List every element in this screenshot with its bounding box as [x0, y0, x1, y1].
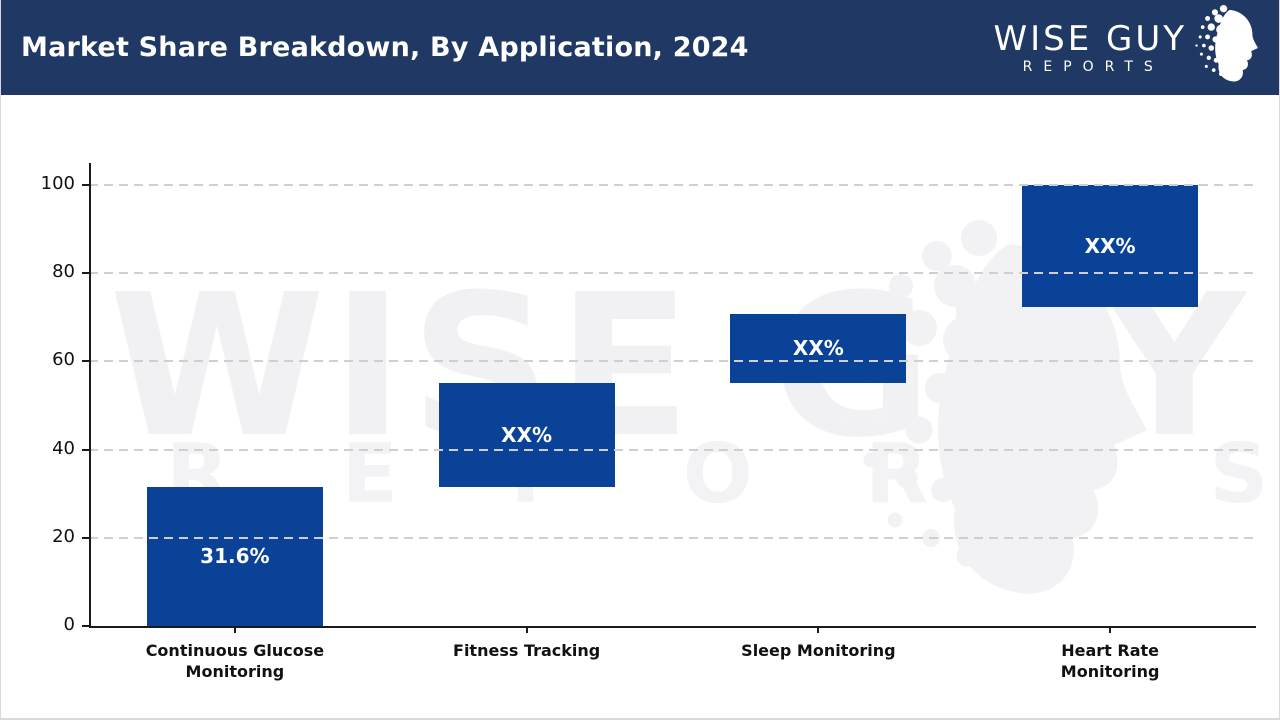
logo-wordmark: WISE GUY: [993, 18, 1187, 59]
y-tick-label: 0: [63, 614, 75, 635]
y-axis-tick: [82, 536, 89, 539]
logo-head-icon: [1195, 4, 1258, 82]
y-axis-tick: [82, 448, 89, 451]
y-tick-label: 40: [52, 437, 75, 459]
x-category-label: Continuous Glucose Monitoring: [145, 641, 325, 681]
y-axis-tick: [82, 360, 89, 363]
x-axis-tick: [817, 626, 820, 633]
x-axis-tick: [525, 626, 528, 633]
header-bar: Market Share Breakdown, By Application, …: [1, 0, 1279, 95]
y-axis-tick: [82, 625, 89, 627]
gridline: [89, 536, 1256, 539]
y-tick-label: 100: [40, 173, 75, 194]
y-axis-spine: [89, 163, 91, 628]
y-tick-label: 60: [52, 349, 75, 371]
x-axis-spine: [89, 626, 1256, 628]
y-axis-tick: [82, 184, 89, 186]
x-category-label: Heart Rate Monitoring: [1060, 641, 1160, 681]
gridline: [89, 448, 1256, 451]
bar: [730, 313, 907, 383]
y-tick-label: 20: [52, 525, 75, 547]
y-tick-label: 80: [52, 261, 75, 283]
bar-value-label: XX%: [1084, 234, 1136, 259]
logo-subtitle: REPORTS: [1022, 58, 1164, 75]
x-axis-tick: [233, 626, 236, 633]
bar: [146, 486, 323, 626]
x-axis-tick: [1109, 626, 1112, 633]
wise-guy-logo: WISE GUY REPORTS: [993, 4, 1263, 91]
x-category-label: Fitness Tracking: [453, 641, 601, 660]
gridline: [89, 184, 1256, 186]
bar: [1022, 185, 1199, 308]
bar-value-label: 31.6%: [200, 544, 270, 569]
page-title: Market Share Breakdown, By Application, …: [21, 32, 749, 63]
y-axis-tick: [82, 272, 89, 275]
bar-value-label: XX%: [792, 336, 844, 361]
gridline: [89, 360, 1256, 363]
x-category-label: Sleep Monitoring: [741, 641, 896, 660]
gridline: [89, 272, 1256, 275]
bar: [438, 382, 615, 487]
bar-value-label: XX%: [501, 422, 553, 447]
logo-text: WISE GUY REPORTS: [993, 22, 1187, 74]
